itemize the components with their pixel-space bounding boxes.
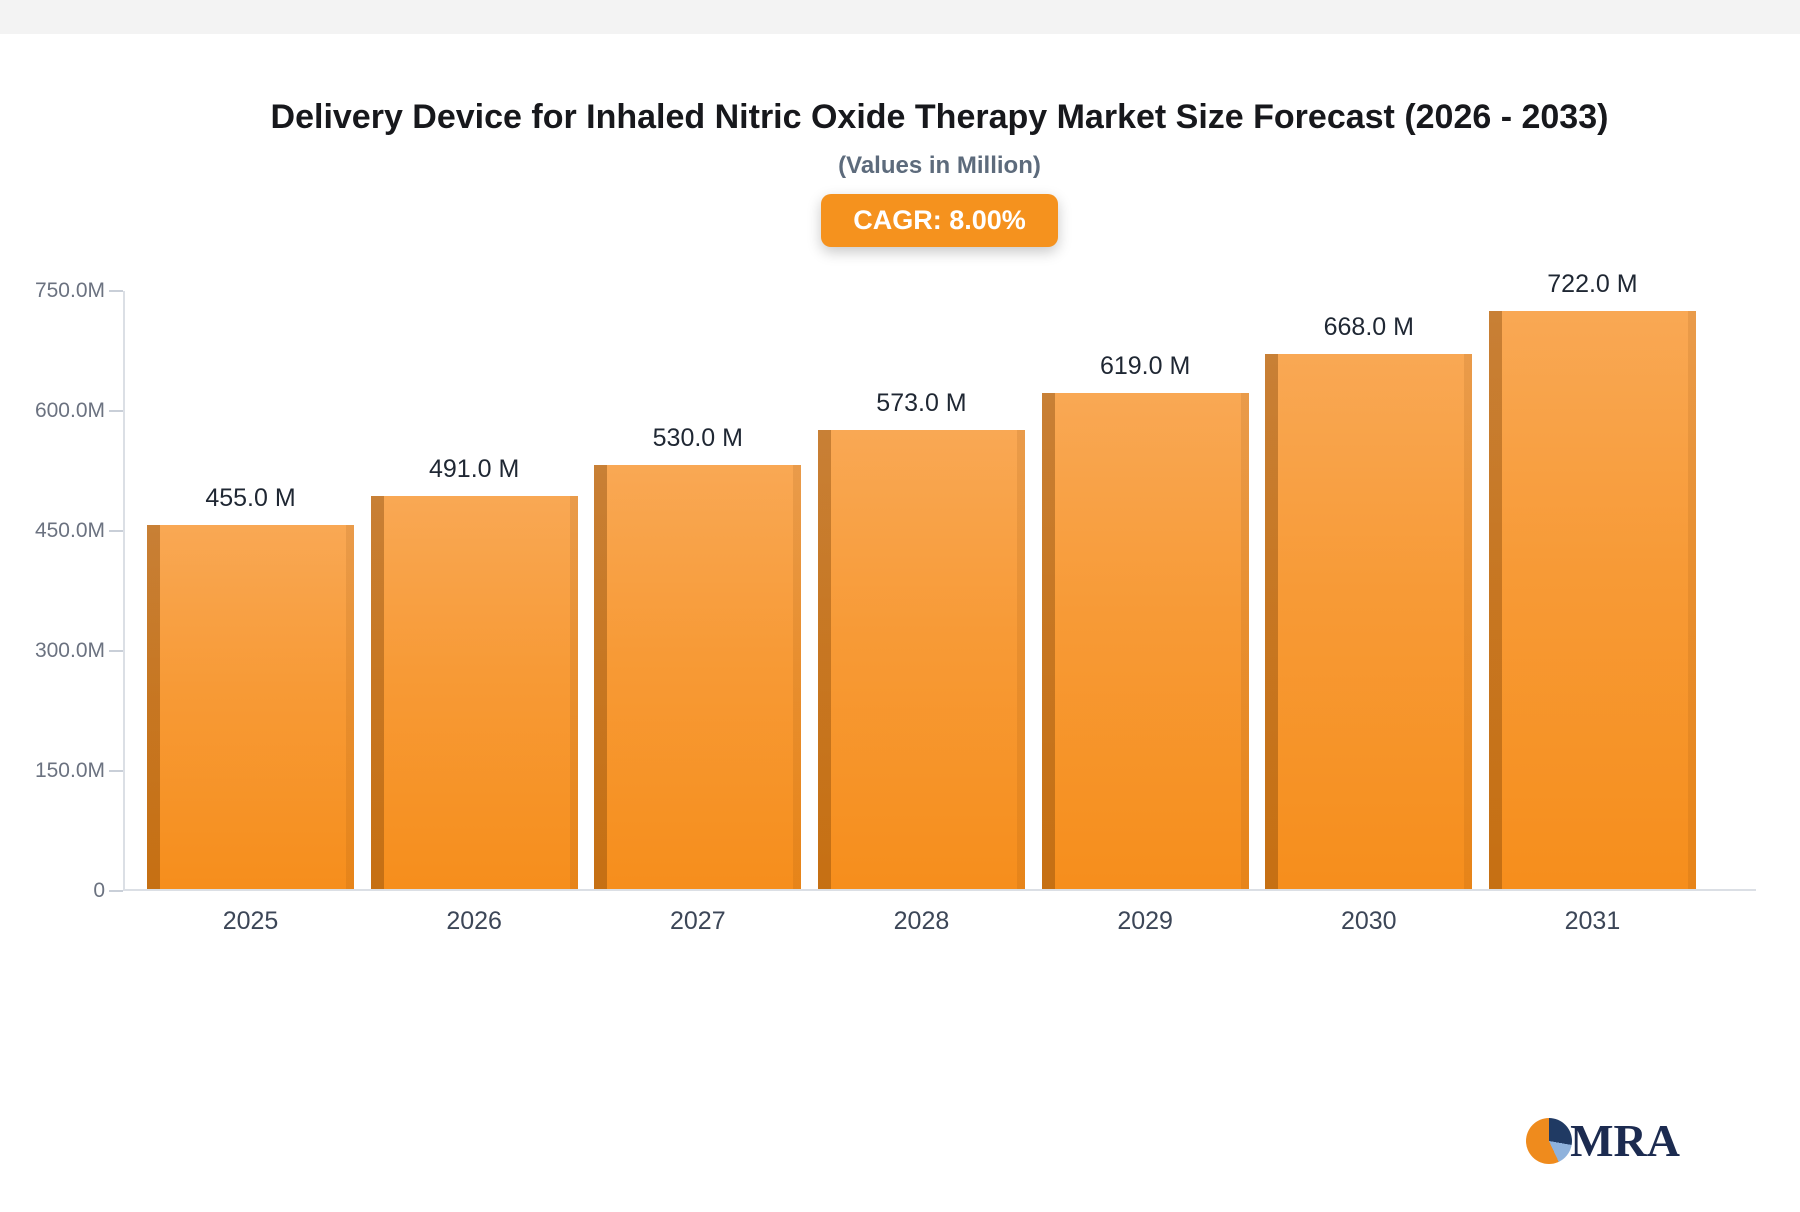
bar-group: 455.0 M bbox=[147, 484, 354, 889]
bar bbox=[1488, 311, 1696, 889]
bar-value-label: 668.0 M bbox=[1323, 313, 1414, 342]
bar-group: 491.0 M bbox=[370, 454, 578, 889]
y-axis-tick-mark bbox=[109, 529, 123, 532]
y-axis-tick-label: 150.0M bbox=[34, 758, 105, 782]
bar-value-label: 455.0 M bbox=[205, 483, 296, 512]
bar bbox=[594, 464, 802, 889]
y-axis-tick-label: 450.0M bbox=[34, 518, 105, 542]
bar-value-label: 530.0 M bbox=[652, 423, 743, 452]
y-axis-tick-mark bbox=[109, 289, 123, 292]
chart-subtitle: (Values in Million) bbox=[838, 151, 1041, 179]
bar-group: 619.0 M bbox=[1041, 352, 1249, 889]
bar-value-label: 491.0 M bbox=[428, 454, 520, 483]
mra-logo-text: MRA bbox=[1570, 1115, 1680, 1166]
y-axis-tick-mark bbox=[109, 769, 123, 772]
cagr-badge: CAGR: 8.00% bbox=[821, 193, 1058, 247]
mra-logo-pie-icon bbox=[1526, 1118, 1573, 1164]
bar bbox=[1265, 354, 1473, 889]
y-axis-tick-mark bbox=[109, 409, 123, 412]
x-axis-label: 2031 bbox=[1564, 906, 1621, 935]
y-axis-tick-label: 750.0M bbox=[34, 278, 105, 302]
page-top-strip bbox=[0, 0, 1800, 34]
y-axis-tick-label: 300.0M bbox=[34, 638, 105, 662]
y-axis-tick-label: 600.0M bbox=[34, 398, 105, 422]
bar bbox=[370, 495, 578, 889]
bar bbox=[817, 430, 1025, 889]
mra-logo: MRA bbox=[1526, 1118, 1680, 1164]
x-axis-labels: 2025 2026 2027 2028 2029 2030 2031 bbox=[147, 907, 1696, 936]
bar-value-label: 722.0 M bbox=[1547, 270, 1638, 298]
y-axis-tick-mark bbox=[109, 649, 123, 652]
bars-container: 455.0 M 491.0 M 530.0 M 573.0 M 619.0 M 668.0… bbox=[147, 270, 1696, 889]
x-axis-label: 2029 bbox=[1117, 906, 1173, 935]
bar bbox=[147, 524, 354, 889]
x-axis-label: 2030 bbox=[1340, 906, 1397, 935]
x-axis-label: 2028 bbox=[893, 906, 950, 935]
x-axis-label: 2026 bbox=[446, 906, 502, 935]
y-axis-tick-label: 0 bbox=[93, 878, 105, 902]
bar-group: 530.0 M bbox=[594, 423, 802, 889]
bar-group: 722.0 M bbox=[1488, 270, 1696, 889]
bar-group: 668.0 M bbox=[1265, 313, 1473, 889]
bar-value-label: 573.0 M bbox=[876, 389, 967, 418]
x-axis-line bbox=[123, 888, 1756, 891]
chart-title: Delivery Device for Inhaled Nitric Oxide… bbox=[270, 98, 1609, 136]
y-axis-line bbox=[123, 290, 125, 891]
x-axis-label: 2027 bbox=[670, 906, 726, 935]
bar bbox=[1041, 393, 1249, 889]
bar-value-label: 619.0 M bbox=[1099, 352, 1191, 381]
x-axis-label: 2025 bbox=[222, 906, 279, 935]
chart-header: Delivery Device for Inhaled Nitric Oxide… bbox=[123, 94, 1756, 247]
y-axis-tick-mark bbox=[109, 889, 123, 892]
bar-group: 573.0 M bbox=[817, 389, 1025, 889]
